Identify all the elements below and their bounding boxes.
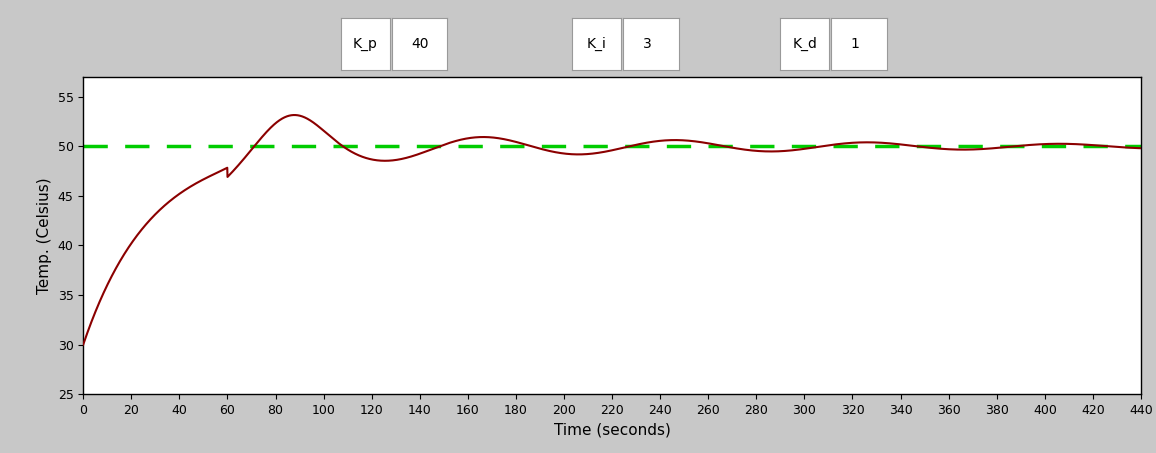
- Y-axis label: Temp. (Celsius): Temp. (Celsius): [37, 177, 52, 294]
- Text: 1: 1: [851, 37, 859, 51]
- Text: 3: 3: [643, 37, 651, 51]
- Text: K_d: K_d: [792, 37, 817, 51]
- Text: 40: 40: [412, 37, 429, 51]
- Text: K_p: K_p: [353, 37, 378, 51]
- Text: K_i: K_i: [586, 37, 607, 51]
- X-axis label: Time (seconds): Time (seconds): [554, 422, 670, 438]
